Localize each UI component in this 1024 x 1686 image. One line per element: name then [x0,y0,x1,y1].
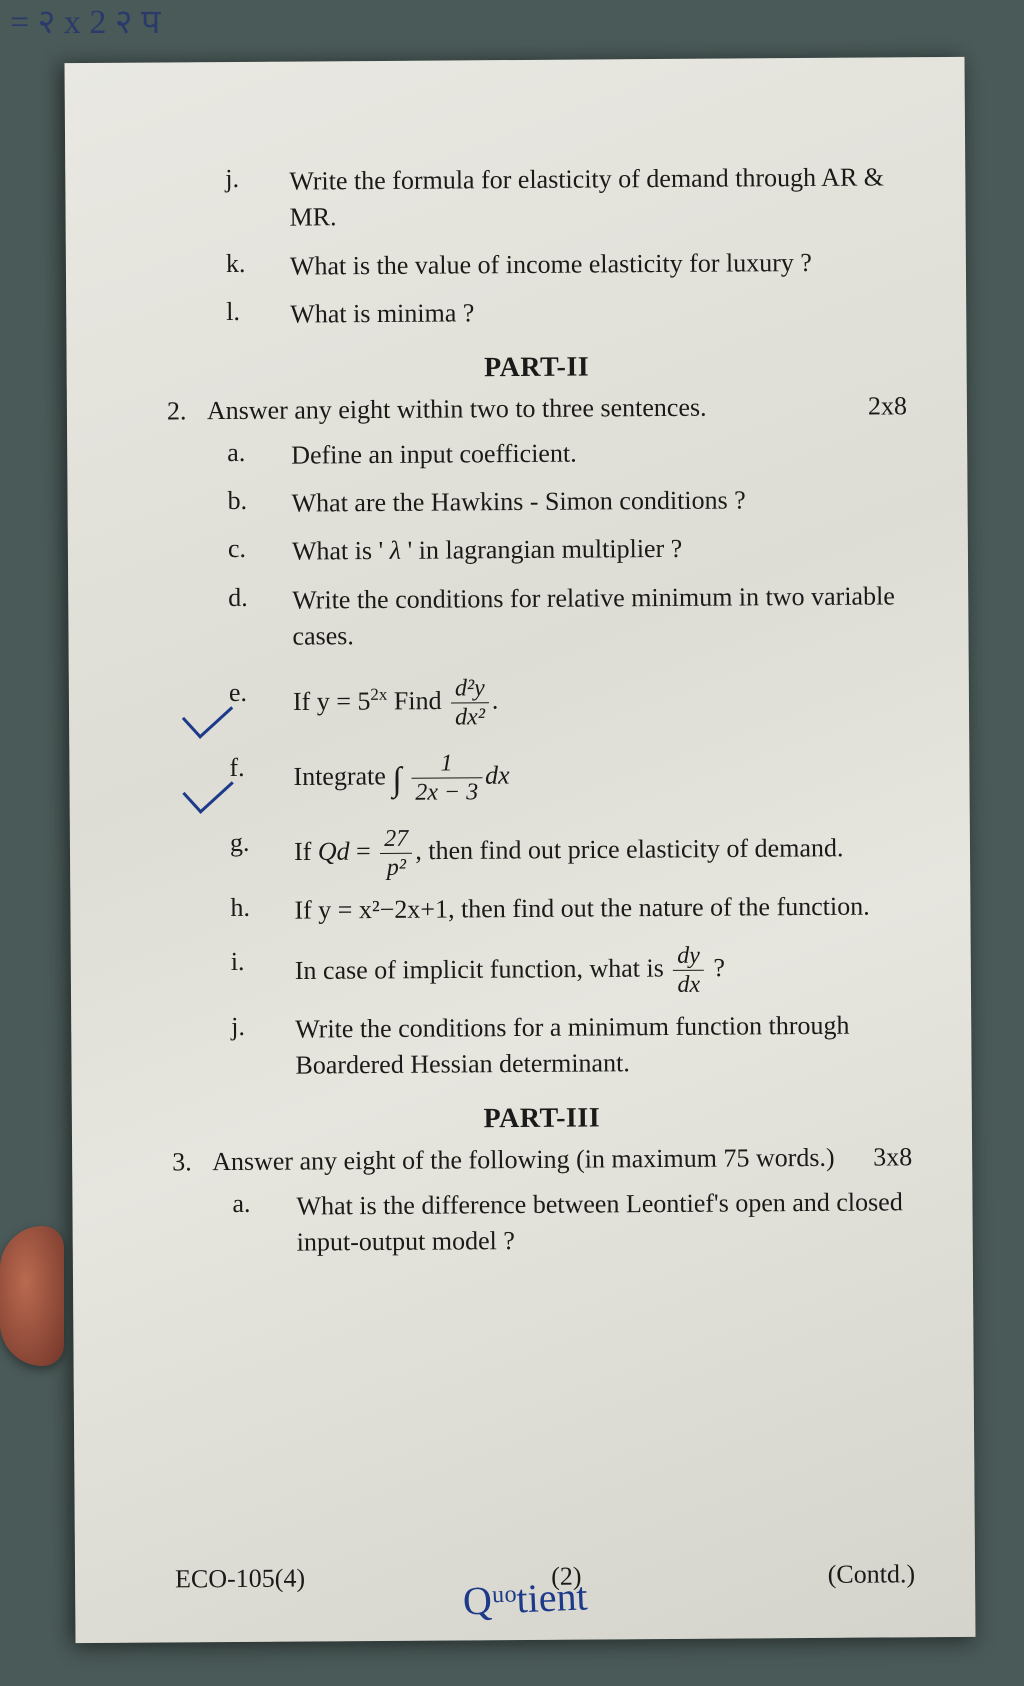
marks-label: 2x8 [837,391,907,421]
dx: dx [485,760,510,789]
question-text: Define an input coefficient. [291,433,907,474]
question-label: j. [225,164,290,237]
denominator: 2x − 3 [411,778,482,804]
part3-heading: PART-III [172,1100,912,1137]
page-wrap: = २ x 2 २ प j. Write the formula for ela… [0,0,1024,1686]
part1-list: j. Write the formula for elasticity of d… [225,159,906,333]
question-2f: f. Integrate ∫ 1 2x − 3 dx [229,748,909,806]
question-text: What are the Hawkins - Simon conditions … [291,481,907,522]
question-text: If Qd = 27 p² , then find out price elas… [294,823,910,880]
question-2i: i. In case of implicit function, what is… [231,942,911,1000]
question-2c: c. What is ' λ ' in lagrangian multiplie… [228,530,908,571]
text-pre: If [294,836,318,865]
text-pre: Integrate [293,761,392,791]
question-j: j. Write the formula for elasticity of d… [225,159,905,237]
question-label: b. [227,486,291,523]
part2-list: a. Define an input coefficient. b. What … [227,433,912,1085]
lambda-symbol: λ [390,536,401,565]
text-pre: What is ' [292,536,390,566]
text-post: . [492,685,499,714]
part3-list: a. What is the difference between Leonti… [232,1184,912,1262]
text-pre: If y = 5 [293,686,371,716]
integral-symbol: ∫ [392,761,402,798]
question-label: e. [229,677,293,730]
exam-paper: j. Write the formula for elasticity of d… [64,57,975,1643]
denominator: dx [673,971,704,997]
question-label: c. [228,534,292,571]
text-mid: Find [387,685,448,714]
fraction: 27 p² [380,826,412,879]
question-2e: e. If y = 52x Find d²y dx² . [229,673,909,731]
question-2j: j. Write the conditions for a minimum fu… [231,1007,911,1085]
numerator: 27 [380,826,412,853]
part2-heading: PART-II [167,349,907,386]
question-text: Integrate ∫ 1 2x − 3 dx [293,748,909,805]
question-label: d. [228,582,293,655]
question-text: Write the formula for elasticity of dema… [289,159,905,236]
fraction: d²y dx² [451,676,489,729]
exponent: 2x [370,684,387,703]
question-text: If y = x²−2x+1, then find out the nature… [294,888,910,929]
text-post: ? [707,953,725,982]
text-post: , then find out price elasticity of dema… [415,833,843,865]
question-text: What is minima ? [290,292,906,333]
instruction-text: Answer any eight of the following (in ma… [212,1142,842,1176]
fraction: dy dx [673,944,704,997]
numerator: d²y [451,676,489,703]
question-text: If y = 52x Find d²y dx² . [293,673,909,730]
finger-edge [0,1226,64,1366]
question-text: What is the value of income elasticity f… [290,244,906,285]
question-label: h. [230,892,294,929]
question-k: k. What is the value of income elasticit… [226,244,906,285]
question-label: a. [232,1188,297,1261]
numerator: 1 [411,751,482,778]
question-2h: h. If y = x²−2x+1, then find out the nat… [230,888,910,929]
question-3a: a. What is the difference between Leonti… [232,1184,912,1262]
part3-instruction: 3. Answer any eight of the following (in… [172,1142,912,1177]
instruction-text: Answer any eight within two to three sen… [207,391,837,425]
question-text: What is the difference between Leontief'… [296,1184,912,1261]
fraction: 1 2x − 3 [411,751,482,804]
qd: Qd [318,836,350,865]
question-2d: d. Write the conditions for relative min… [228,578,908,656]
question-label: f. [229,752,293,805]
instruction-number: 3. [172,1147,212,1177]
question-2b: b. What are the Hawkins - Simon conditio… [227,481,907,522]
instruction-number: 2. [167,396,207,426]
denominator: p² [380,853,412,879]
question-text: Write the conditions for a minimum funct… [295,1007,911,1084]
question-label: i. [231,946,295,999]
question-text: What is ' λ ' in lagrangian multiplier ? [292,530,908,571]
question-label: g. [230,827,294,880]
question-text: Write the conditions for relative minimu… [292,578,908,655]
numerator: dy [673,944,704,971]
eq: = [350,836,378,865]
question-text: In case of implicit function, what is dy… [295,942,911,999]
question-label: a. [227,437,291,474]
question-l: l. What is minima ? [226,292,906,333]
denominator: dx² [451,703,489,729]
question-label: j. [231,1011,296,1084]
question-label: l. [226,297,290,334]
question-label: k. [226,248,290,285]
margin-handwriting: = २ x 2 २ प [0,0,170,46]
part2-instruction: 2. Answer any eight within two to three … [167,391,907,426]
marks-label: 3x8 [842,1142,912,1172]
text-post: ' in lagrangian multiplier ? [401,534,682,565]
question-2g: g. If Qd = 27 p² , then find out price e… [230,823,910,881]
question-2a: a. Define an input coefficient. [227,433,907,474]
text-pre: In case of implicit function, what is [295,953,671,985]
